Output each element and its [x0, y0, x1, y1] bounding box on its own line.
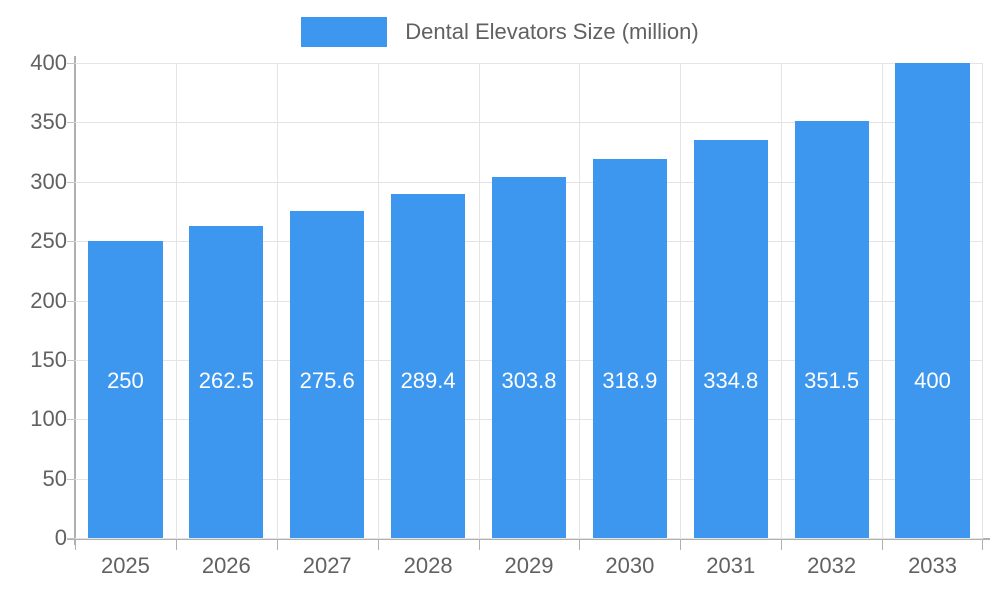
gridline-vertical — [781, 63, 782, 538]
gridline-vertical — [579, 63, 580, 538]
legend-swatch-icon — [301, 17, 388, 47]
y-axis-tick-mark — [67, 538, 75, 539]
x-axis-tick-label: 2033 — [908, 553, 958, 578]
bar-value-label: 318.9 — [602, 368, 658, 393]
x-axis-line — [67, 538, 990, 540]
x-axis-tick-label: 2030 — [605, 553, 655, 578]
x-axis-tick-mark — [377, 540, 379, 550]
x-axis-tick-mark — [781, 540, 783, 550]
x-axis-tick-mark — [276, 540, 278, 550]
legend-label: Dental Elevators Size (million) — [405, 19, 699, 44]
x-axis-tick-mark — [882, 540, 884, 550]
gridline-vertical — [680, 63, 681, 538]
x-axis-tick-label: 2026 — [201, 553, 251, 578]
y-axis-tick-label: 350 — [30, 109, 67, 135]
y-axis-tick-label: 50 — [42, 465, 67, 491]
y-axis-tick-mark — [67, 359, 75, 361]
y-axis-tick-mark — [67, 122, 75, 124]
gridline-vertical — [176, 63, 177, 538]
x-axis-tick-mark — [579, 540, 581, 550]
y-axis-tick-label: 250 — [30, 228, 67, 254]
gridline-horizontal — [75, 122, 983, 124]
bar[interactable]: 275.6 — [290, 210, 365, 538]
x-axis-tick-label: 2032 — [807, 553, 857, 578]
gridline-vertical — [479, 63, 480, 538]
bar[interactable]: 250 — [88, 241, 163, 538]
bar[interactable]: 289.4 — [391, 194, 466, 538]
gridline-horizontal — [75, 538, 983, 539]
bar[interactable]: 262.5 — [189, 226, 264, 538]
y-axis-tick-mark — [67, 241, 75, 243]
bar-value-label: 351.5 — [804, 368, 860, 393]
bar-value-label: 400 — [914, 368, 951, 393]
y-axis-tick-label: 150 — [30, 346, 67, 372]
y-axis-ticks: 0 50 100 150 200 250 300 350 400 — [0, 0, 67, 600]
x-axis-tick-label: 2028 — [403, 553, 453, 578]
gridline-horizontal — [75, 63, 983, 64]
y-axis-tick-label: 300 — [30, 168, 67, 194]
bar-value-label: 275.6 — [299, 368, 355, 393]
bar-value-label: 262.5 — [198, 368, 254, 393]
gridline-vertical — [277, 63, 278, 538]
bar[interactable]: 303.8 — [491, 177, 567, 538]
y-axis-tick-mark — [67, 478, 75, 480]
bar[interactable]: 334.8 — [693, 140, 768, 538]
x-axis-tick-mark — [680, 540, 682, 550]
legend-item[interactable]: Dental Elevators Size (million) — [301, 17, 699, 47]
y-axis-tick-mark — [67, 419, 75, 421]
y-axis-tick-mark — [67, 181, 75, 183]
bar[interactable]: 318.9 — [592, 159, 667, 538]
x-axis-tick-mark — [982, 540, 983, 550]
y-axis-tick-mark — [67, 63, 75, 64]
y-axis-tick-label: 0 — [54, 525, 67, 550]
y-axis-tick-label: 200 — [30, 287, 67, 313]
chart-legend: Dental Elevators Size (million) — [0, 10, 1000, 54]
bar-value-label: 289.4 — [400, 368, 456, 393]
x-axis-tick-label: 2027 — [302, 553, 352, 578]
x-axis-tick-label: 2029 — [504, 553, 554, 578]
x-axis-tick-mark — [478, 540, 480, 550]
y-axis-tick-label: 100 — [30, 406, 67, 432]
bar-value-label: 303.8 — [501, 368, 557, 393]
bar-value-label: 250 — [107, 368, 144, 393]
x-axis-tick-label: 2025 — [100, 553, 150, 578]
y-axis-tick-mark — [67, 300, 75, 302]
gridline-vertical — [982, 63, 983, 538]
bar-value-label: 334.8 — [703, 368, 759, 393]
bar[interactable]: 400 — [895, 63, 970, 538]
x-axis-tick-mark — [75, 540, 76, 550]
y-axis-tick-label: 400 — [30, 50, 67, 75]
gridline-vertical — [882, 63, 883, 538]
gridline-vertical — [378, 63, 379, 538]
x-axis-tick-mark — [175, 540, 177, 550]
x-axis-tick-label: 2031 — [706, 553, 756, 578]
bar[interactable]: 351.5 — [794, 120, 869, 538]
plot-area: 250 262.5 275.6 289.4 303.8 318.9 334.8 351.5 40… — [75, 63, 983, 539]
